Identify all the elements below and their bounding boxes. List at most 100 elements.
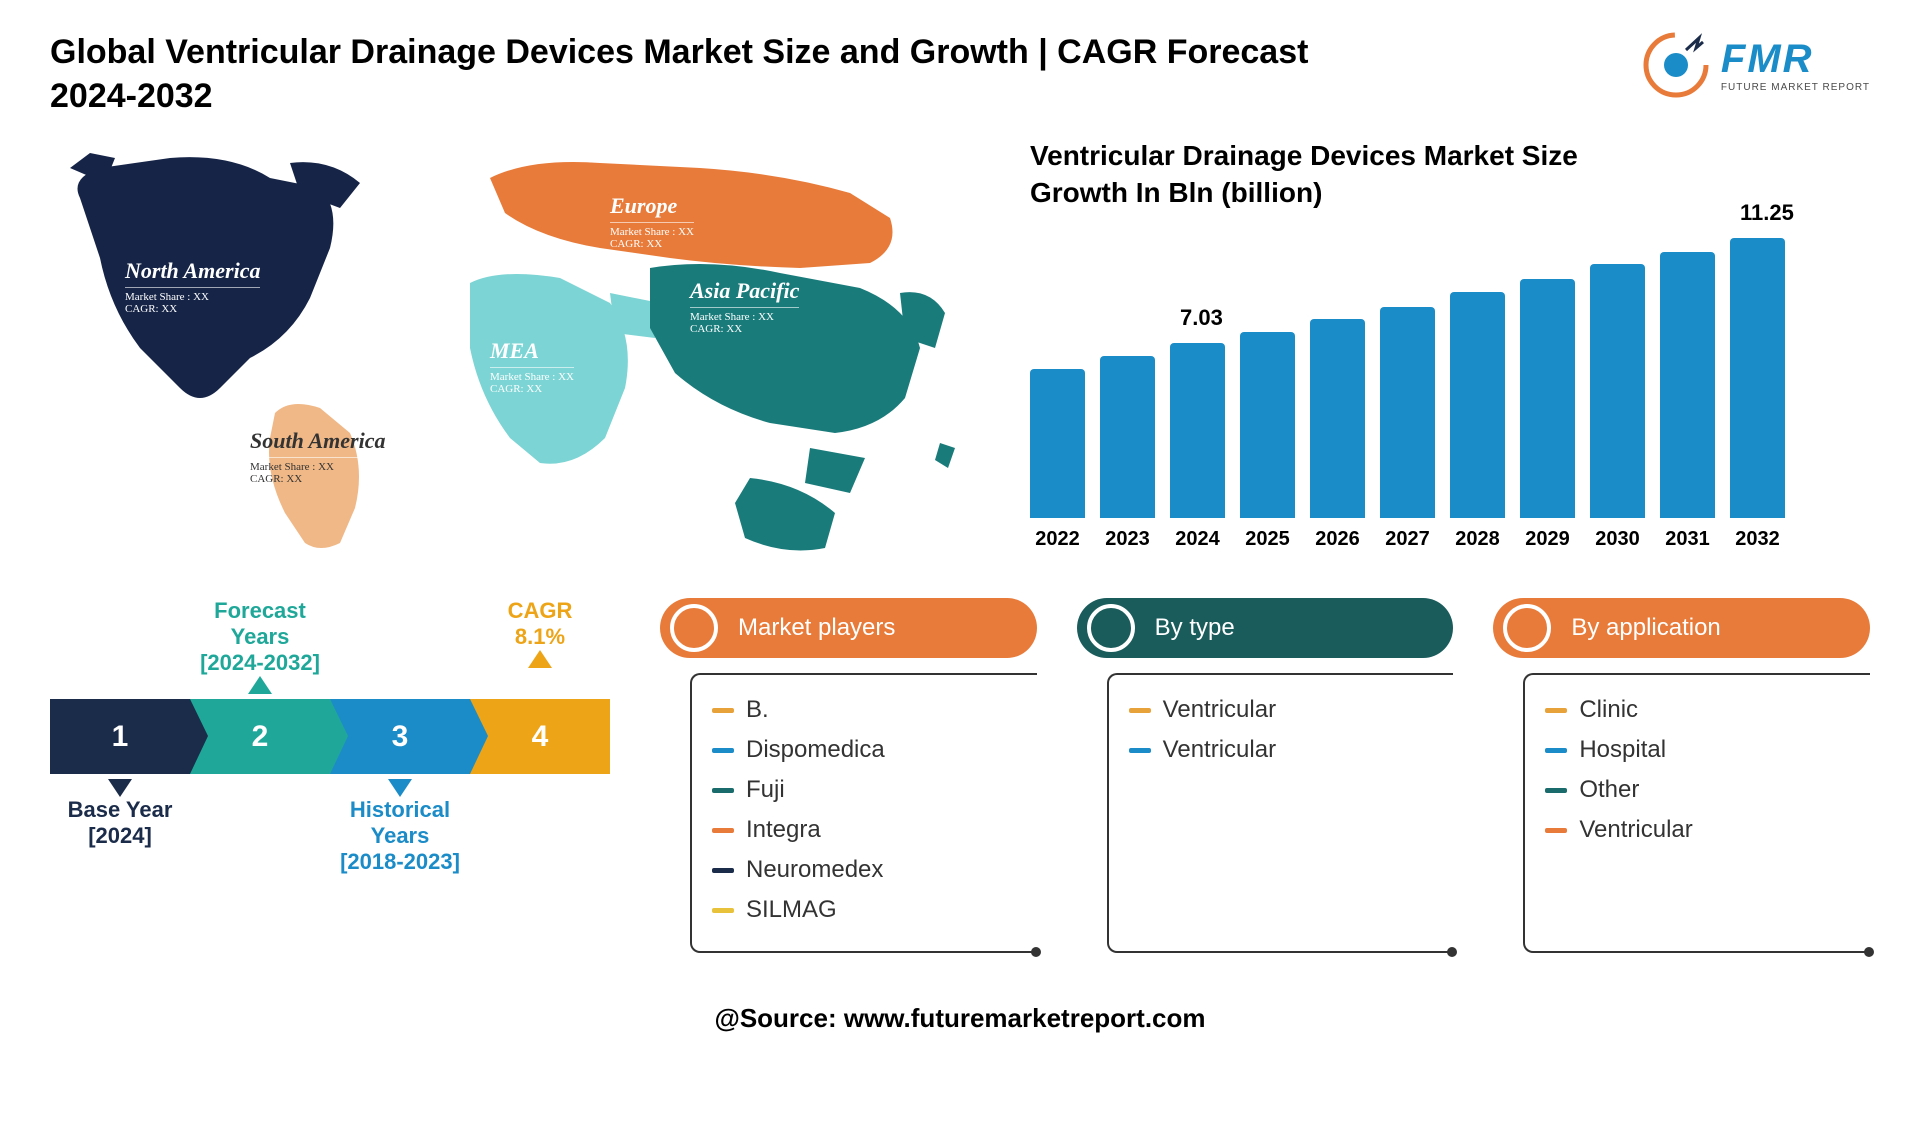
chart-bar (1590, 264, 1645, 518)
chart-bar (1100, 356, 1155, 518)
chart-bar (1450, 292, 1505, 518)
list-item-text: Ventricular (1163, 696, 1276, 724)
timeline-label: CAGR8.1% (470, 598, 610, 650)
list-item: Ventricular (1545, 810, 1870, 850)
column-title: By application (1571, 614, 1720, 642)
region-label: Asia PacificMarket Share : XXCAGR: XX (690, 278, 799, 335)
column-title: Market players (738, 614, 895, 642)
bar-year: 2023 (1105, 528, 1150, 551)
pointer-down-icon (108, 779, 132, 797)
timeline-segment: 3 (330, 699, 470, 774)
list-dash-icon (1545, 828, 1567, 833)
list-item: Integra (712, 810, 1037, 850)
column-bracket: B. Dispomedica Fuji Integra Neuromedex SILMAG (690, 673, 1037, 953)
logo-text: FMR FUTURE MARKET REPORT (1721, 37, 1870, 93)
list-dash-icon (712, 788, 734, 793)
column-pill: By application (1493, 598, 1870, 658)
bar-column: 2023 (1100, 356, 1155, 551)
list-item: Other (1545, 770, 1870, 810)
list-dash-icon (1129, 748, 1151, 753)
list-item-text: Neuromedex (746, 856, 883, 884)
list-item-text: SILMAG (746, 896, 837, 924)
list-item-text: Hospital (1579, 736, 1666, 764)
region-label: Europe Market Share : XXCAGR: XX (610, 193, 694, 250)
logo-sub: FUTURE MARKET REPORT (1721, 82, 1870, 93)
timeline-segment: 4 (470, 699, 610, 774)
region-cagr: CAGR: XX (125, 303, 260, 315)
column-pill: Market players (660, 598, 1037, 658)
bar-chart: 2022202320242025202620272028202920302031… (1030, 221, 1870, 551)
list-item: Dispomedica (712, 730, 1037, 770)
list-dash-icon (1545, 748, 1567, 753)
timeline-bottom-cell: Base Year[2024] (50, 779, 190, 875)
region-share: Market Share : XX (610, 222, 694, 238)
region-cagr: CAGR: XX (490, 383, 574, 395)
timeline-label: Historical Years[2018-2023] (330, 797, 470, 875)
timeline-top-cell: CAGR8.1% (470, 598, 610, 694)
region-cagr: CAGR: XX (610, 238, 694, 250)
timeline-segment: 1 (50, 699, 190, 774)
chart-bar (1310, 319, 1365, 518)
page-title: Global Ventricular Drainage Devices Mark… (50, 30, 1350, 118)
region-name: South America (250, 428, 386, 454)
region-name: Asia Pacific (690, 278, 799, 304)
bar-column: 2031 (1660, 252, 1715, 551)
timeline-segment: 2 (190, 699, 330, 774)
timeline-label: Forecast Years[2024-2032] (190, 598, 330, 676)
info-column: By type Ventricular Ventricular (1077, 598, 1454, 953)
bar-year: 2029 (1525, 528, 1570, 551)
list-dash-icon (1545, 708, 1567, 713)
timeline-bottom-cell: Historical Years[2018-2023] (330, 779, 470, 875)
region-name: Europe (610, 193, 694, 219)
pointer-up-icon (248, 676, 272, 694)
timeline-bottom-cell (190, 779, 330, 875)
list-item-text: Ventricular (1163, 736, 1276, 764)
bar-column: 2030 (1590, 264, 1645, 551)
list-item: B. (712, 690, 1037, 730)
list-dash-icon (712, 748, 734, 753)
region-cagr: CAGR: XX (250, 473, 386, 485)
list-item-text: Ventricular (1579, 816, 1692, 844)
list-item-text: Other (1579, 776, 1639, 804)
list-dash-icon (712, 908, 734, 913)
column-bracket: Ventricular Ventricular (1107, 673, 1454, 953)
chart-bar (1660, 252, 1715, 518)
bar-column: 2028 (1450, 292, 1505, 551)
list-item-text: Fuji (746, 776, 785, 804)
logo: FMR FUTURE MARKET REPORT (1641, 30, 1870, 100)
bar-column: 2022 (1030, 369, 1085, 551)
chart-title: Ventricular Drainage Devices Market Size… (1030, 138, 1630, 211)
list-item-text: Integra (746, 816, 821, 844)
header: Global Ventricular Drainage Devices Mark… (50, 30, 1870, 118)
list-dash-icon (712, 708, 734, 713)
list-item: Ventricular (1129, 690, 1454, 730)
list-item: Ventricular (1129, 730, 1454, 770)
timeline-label: Base Year[2024] (50, 797, 190, 849)
world-map: North AmericaMarket Share : XXCAGR: XX So… (50, 138, 1000, 558)
list-item: Fuji (712, 770, 1037, 810)
bar-column: 2025 (1240, 332, 1295, 552)
bar-year: 2027 (1385, 528, 1430, 551)
region-label: North AmericaMarket Share : XXCAGR: XX (125, 258, 260, 315)
chart-bar (1730, 238, 1785, 518)
list-item: Neuromedex (712, 850, 1037, 890)
timeline-bottom-cell (470, 779, 610, 875)
bar-value-label: 7.03 (1180, 305, 1223, 331)
bar-year: 2022 (1035, 528, 1080, 551)
bar-column: 2032 (1730, 238, 1785, 551)
region-label: South America Market Share : XXCAGR: XX (250, 428, 386, 485)
region-share: Market Share : XX (250, 457, 386, 473)
pointer-up-icon (528, 650, 552, 668)
pointer-down-icon (388, 779, 412, 797)
bottom-row: Forecast Years[2024-2032] CAGR8.1% 1234 B… (50, 598, 1870, 953)
list-dash-icon (1545, 788, 1567, 793)
top-row: North AmericaMarket Share : XXCAGR: XX So… (50, 138, 1870, 558)
region-cagr: CAGR: XX (690, 323, 799, 335)
list-item-text: Dispomedica (746, 736, 885, 764)
list-item: Hospital (1545, 730, 1870, 770)
region-share: Market Share : XX (490, 367, 574, 383)
bar-column: 2027 (1380, 307, 1435, 552)
column-pill: By type (1077, 598, 1454, 658)
info-column: By applicationClinicHospitalOtherVentric… (1493, 598, 1870, 953)
list-dash-icon (712, 868, 734, 873)
